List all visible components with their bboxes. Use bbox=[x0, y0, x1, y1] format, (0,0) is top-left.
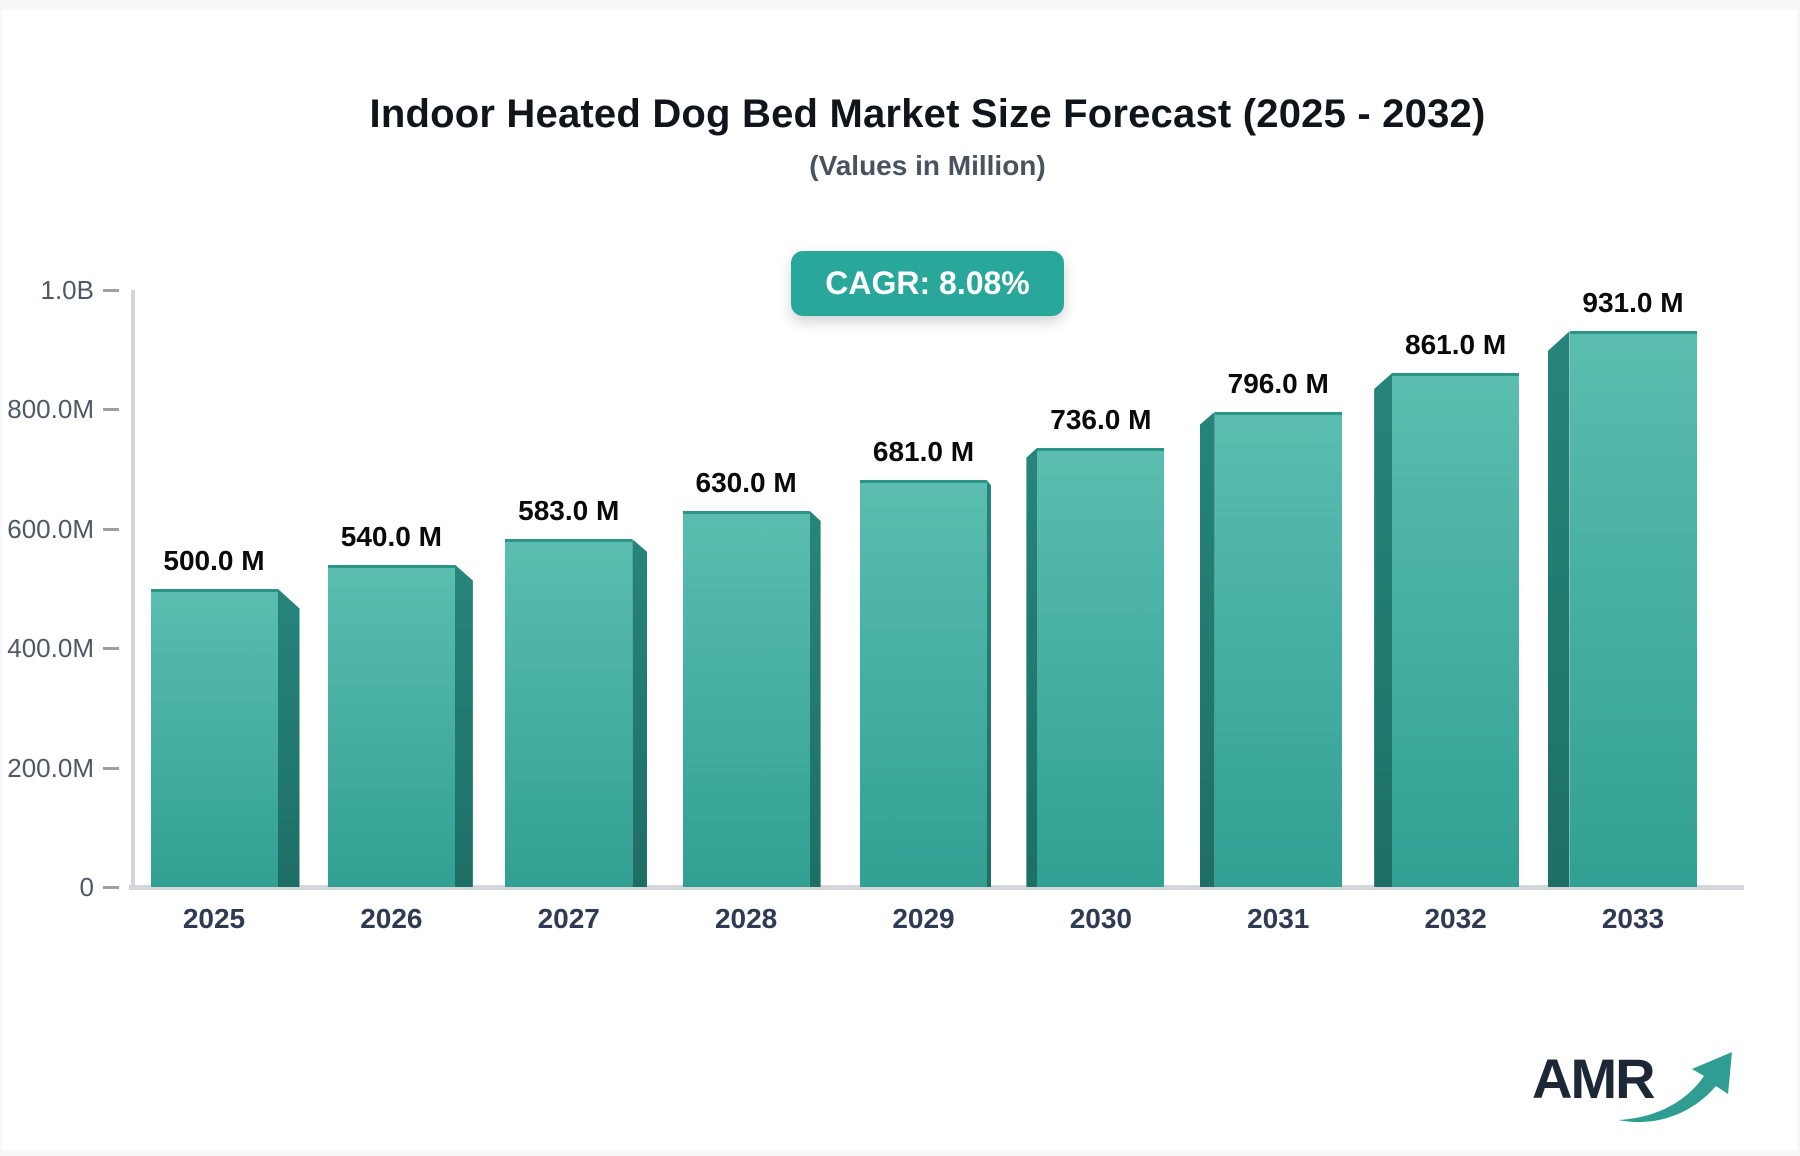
chart-title: Indoor Heated Dog Bed Market Size Foreca… bbox=[369, 92, 1486, 136]
bar bbox=[150, 588, 300, 887]
bar-side-face bbox=[987, 480, 991, 887]
bar-side-face bbox=[632, 538, 648, 887]
bar-face bbox=[1392, 372, 1520, 887]
cagr-badge: CAGR: 8.08% bbox=[791, 251, 1064, 316]
y-tick-mark bbox=[103, 647, 119, 651]
bar-side-face bbox=[454, 564, 473, 887]
amr-logo: AMR bbox=[1532, 1046, 1752, 1136]
chart-subtitle: (Values in Million) bbox=[809, 150, 1046, 181]
bottom-frame-edge bbox=[0, 1150, 1800, 1156]
x-tick-label: 2025 bbox=[182, 903, 246, 934]
y-tick-mark bbox=[103, 886, 119, 889]
bar bbox=[1547, 331, 1697, 887]
x-axis-line bbox=[129, 885, 1744, 890]
bar bbox=[1374, 372, 1520, 887]
bar-value-label: 540.0 M bbox=[340, 520, 442, 552]
bar-side-face bbox=[1374, 372, 1393, 887]
cagr-badge-row: CAGR: 8.08% bbox=[58, 251, 1797, 316]
y-tick-label: 200.0M bbox=[7, 752, 94, 783]
bar bbox=[1199, 411, 1342, 887]
y-tick-mark bbox=[103, 766, 119, 770]
bar bbox=[1026, 447, 1165, 887]
bar-value-label: 583.0 M bbox=[518, 494, 620, 526]
amr-logo-text: AMR bbox=[1532, 1047, 1656, 1110]
x-tick-label: 2028 bbox=[714, 903, 778, 934]
y-tick-label: 600.0M bbox=[7, 513, 94, 544]
bar bbox=[860, 480, 991, 887]
bar-face bbox=[1214, 411, 1342, 887]
chart-card: Indoor Heated Dog Bed Market Size Foreca… bbox=[2, 10, 1797, 1150]
y-tick-mark bbox=[103, 408, 119, 412]
bar-side-face bbox=[1547, 331, 1570, 887]
growth-arrow-icon bbox=[1618, 1052, 1732, 1123]
bar-value-label: 681.0 M bbox=[872, 436, 975, 468]
x-tick-label: 2026 bbox=[360, 903, 423, 934]
bar-value-label: 861.0 M bbox=[1405, 328, 1507, 360]
top-frame-edge bbox=[0, 0, 1800, 10]
x-tick-label: 2031 bbox=[1247, 903, 1310, 934]
bar-value-label: 736.0 M bbox=[1050, 403, 1152, 435]
y-tick-mark bbox=[103, 289, 119, 292]
bar-value-label: 630.0 M bbox=[695, 466, 797, 498]
bar-value-label: 500.0 M bbox=[163, 544, 265, 576]
x-tick-label: 2030 bbox=[1069, 903, 1133, 934]
bar bbox=[682, 510, 821, 887]
bar-face bbox=[860, 480, 987, 887]
bar bbox=[327, 564, 473, 887]
bar-face bbox=[682, 510, 810, 887]
y-axis-line bbox=[131, 290, 135, 887]
bar-side-face bbox=[277, 588, 300, 887]
bar-value-label: 931.0 M bbox=[1582, 287, 1684, 319]
x-tick-label: 2032 bbox=[1424, 903, 1487, 934]
bar-face bbox=[1569, 331, 1697, 887]
bar-side-face bbox=[1199, 411, 1215, 887]
bar-side-face bbox=[809, 510, 821, 887]
y-tick-label: 1.0B bbox=[40, 275, 95, 305]
y-tick-mark bbox=[103, 527, 119, 531]
bar-side-face bbox=[1026, 447, 1038, 887]
bar-face bbox=[327, 564, 455, 887]
x-tick-label: 2033 bbox=[1601, 903, 1665, 934]
y-tick-label: 400.0M bbox=[7, 633, 94, 664]
bar-face bbox=[1037, 447, 1165, 887]
x-tick-label: 2029 bbox=[892, 903, 955, 934]
y-tick-label: 800.0M bbox=[7, 394, 94, 425]
bar-face bbox=[505, 538, 633, 887]
bar-value-label: 796.0 M bbox=[1227, 367, 1329, 399]
bar bbox=[505, 538, 648, 887]
y-tick-label: 0 bbox=[79, 872, 94, 902]
x-tick-label: 2027 bbox=[537, 903, 600, 934]
bar-face bbox=[150, 588, 278, 887]
